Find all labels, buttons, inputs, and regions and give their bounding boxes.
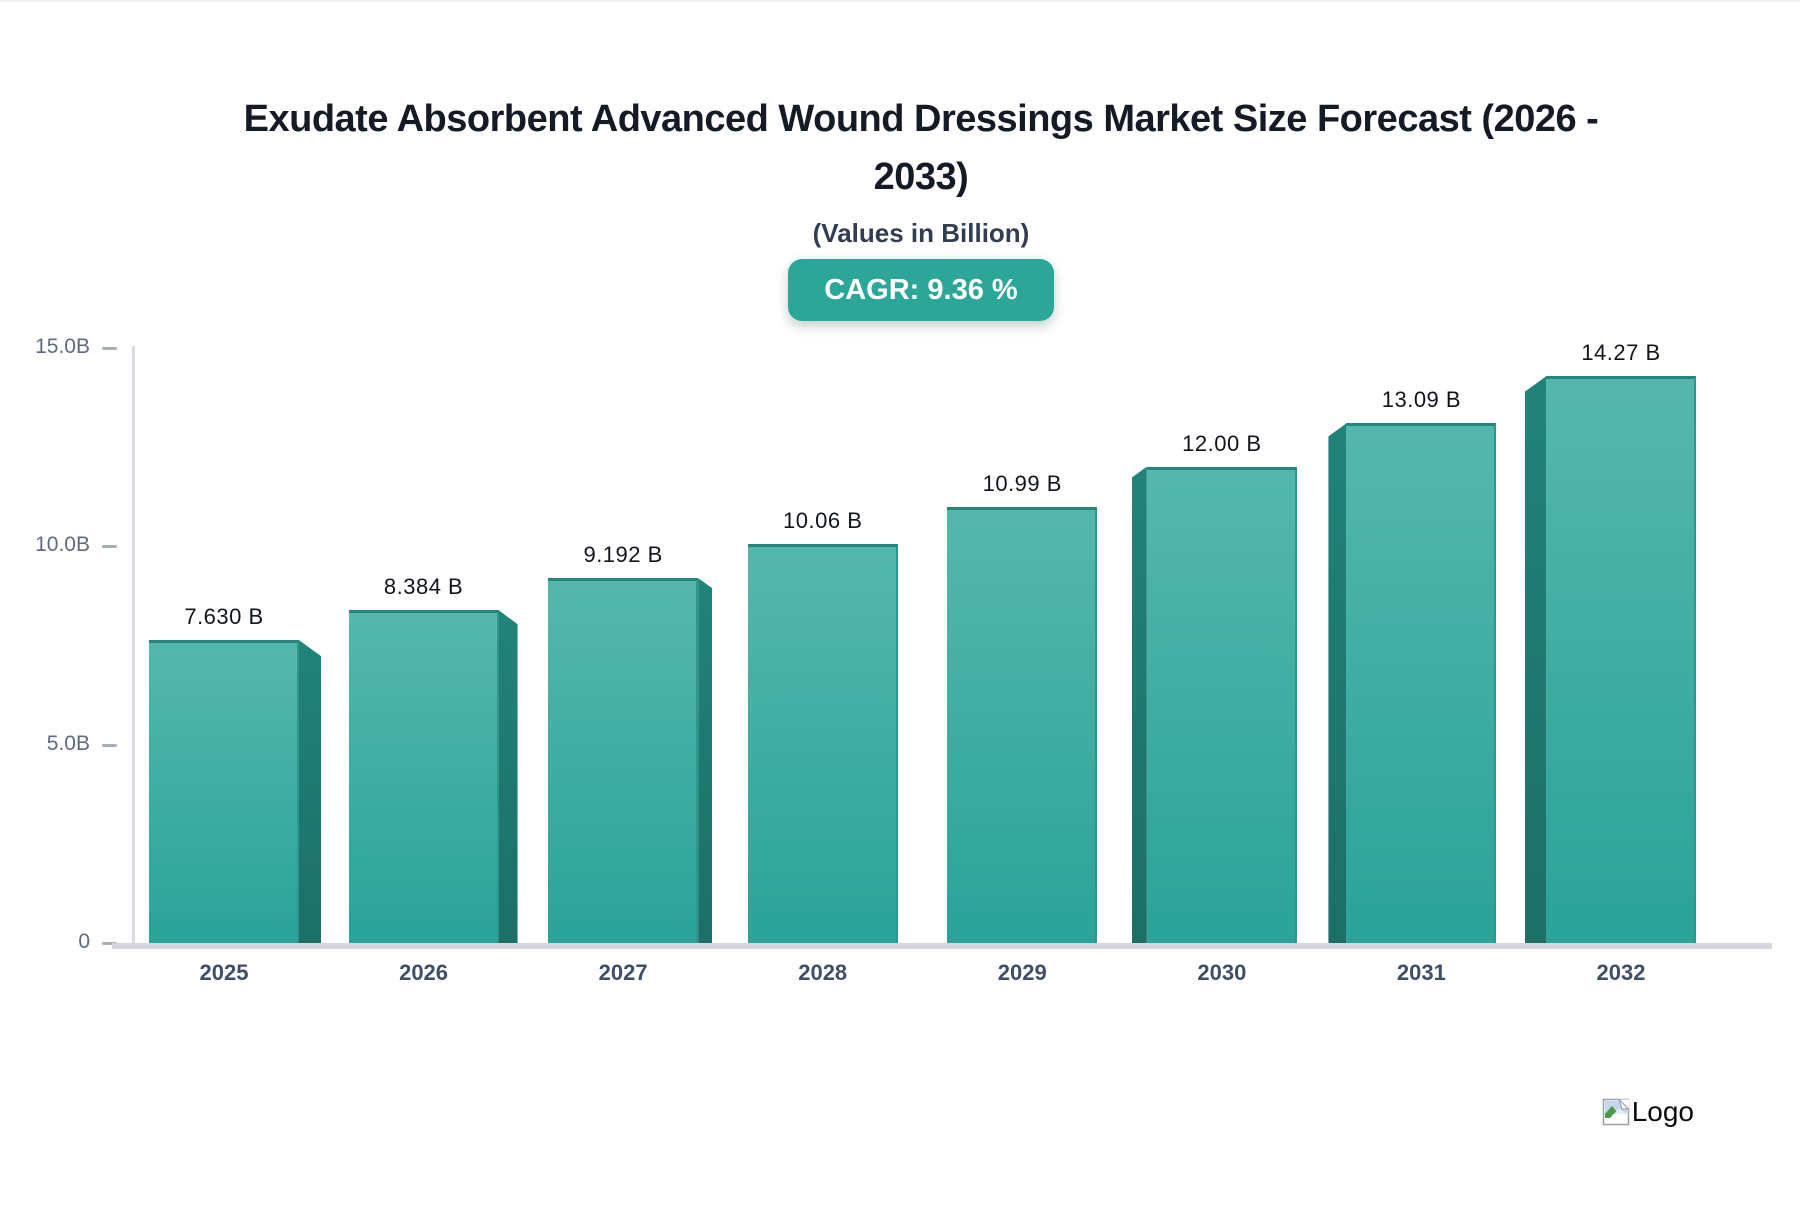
x-axis-category-label: 2031 <box>1396 960 1446 985</box>
x-axis-category-label: 2028 <box>798 960 848 985</box>
y-axis-tick-label: 5.0B <box>46 731 90 755</box>
bar-value-label: 7.630 B <box>184 604 264 630</box>
bar-2032 <box>1545 376 1696 943</box>
y-axis-tick-label: 10.0B <box>35 533 90 556</box>
y-axis-tick-mark <box>102 743 117 747</box>
y-axis-tick-mark <box>102 346 117 350</box>
chart-title: Exudate Absorbent Advanced Wound Dressin… <box>42 90 1800 206</box>
bar-3d-side <box>299 640 321 949</box>
bar-value-label: 9.192 B <box>583 542 663 568</box>
chart-title-line2: 2033) <box>873 156 969 198</box>
x-axis-baseline <box>112 943 1772 949</box>
logo-alt-text: Logo <box>1631 1096 1694 1127</box>
bar-2025 <box>149 640 299 943</box>
bar-3d-side <box>498 610 518 949</box>
bar-2030 <box>1146 466 1297 943</box>
chart-title-line1: Exudate Absorbent Advanced Wound Dressin… <box>243 98 1599 140</box>
x-axis-category-label: 2032 <box>1596 960 1646 985</box>
y-axis-tick-mark <box>102 545 117 548</box>
x-axis-category-label: 2029 <box>997 960 1047 985</box>
cagr-badge: CAGR: 9.36 % <box>788 259 1054 321</box>
y-axis-tick-label: 0 <box>78 930 90 953</box>
bar-value-label: 10.06 B <box>783 507 863 533</box>
x-axis-category-label: 2027 <box>598 960 648 985</box>
bar-2027 <box>548 578 699 943</box>
chart-header: Exudate Absorbent Advanced Wound Dressin… <box>42 2 1800 321</box>
bar-2026 <box>348 610 499 943</box>
bar-value-label: 13.09 B <box>1381 387 1462 413</box>
bar-2028 <box>747 543 898 943</box>
y-axis-tick-label: 15.0B <box>35 334 90 358</box>
bar-value-label: 14.27 B <box>1581 340 1661 366</box>
broken-image-icon <box>1602 1098 1630 1126</box>
bar-value-label: 8.384 B <box>383 574 464 600</box>
bar-value-label: 12.00 B <box>1182 430 1262 456</box>
bar-3d-side <box>698 578 713 949</box>
bar-2031 <box>1346 423 1497 943</box>
x-axis-category-label: 2025 <box>199 960 249 985</box>
x-axis-category-label: 2026 <box>399 960 449 985</box>
chart-subtitle: (Values in Billion) <box>812 218 1030 248</box>
x-axis-category-label: 2030 <box>1197 960 1247 985</box>
y-axis-line <box>132 345 135 946</box>
bar-3d-side <box>1328 423 1347 949</box>
bar-3d-side <box>1524 376 1546 949</box>
footer-logo: Logo <box>1602 1096 1694 1128</box>
bar-value-label: 10.99 B <box>982 470 1062 496</box>
bar-2029 <box>947 506 1098 943</box>
y-axis-tick-mark <box>102 942 117 945</box>
bar-3d-side <box>1131 466 1147 949</box>
